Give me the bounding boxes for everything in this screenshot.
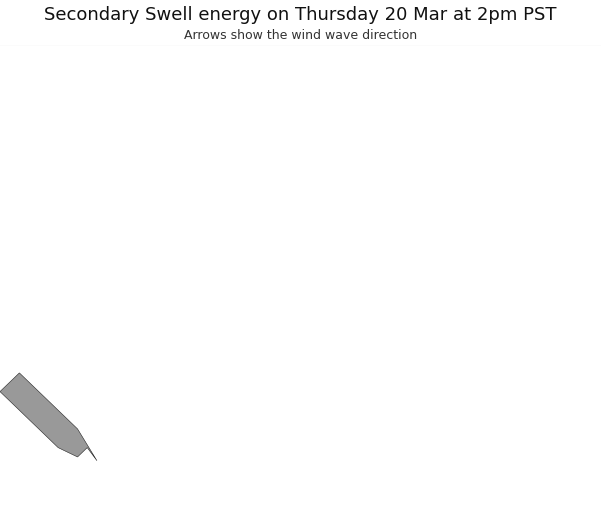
Polygon shape: [0, 373, 97, 461]
Text: Arrows show the wind wave direction: Arrows show the wind wave direction: [184, 29, 417, 43]
Text: Secondary Swell energy on Thursday 20 Mar at 2pm PST: Secondary Swell energy on Thursday 20 Ma…: [44, 6, 557, 24]
